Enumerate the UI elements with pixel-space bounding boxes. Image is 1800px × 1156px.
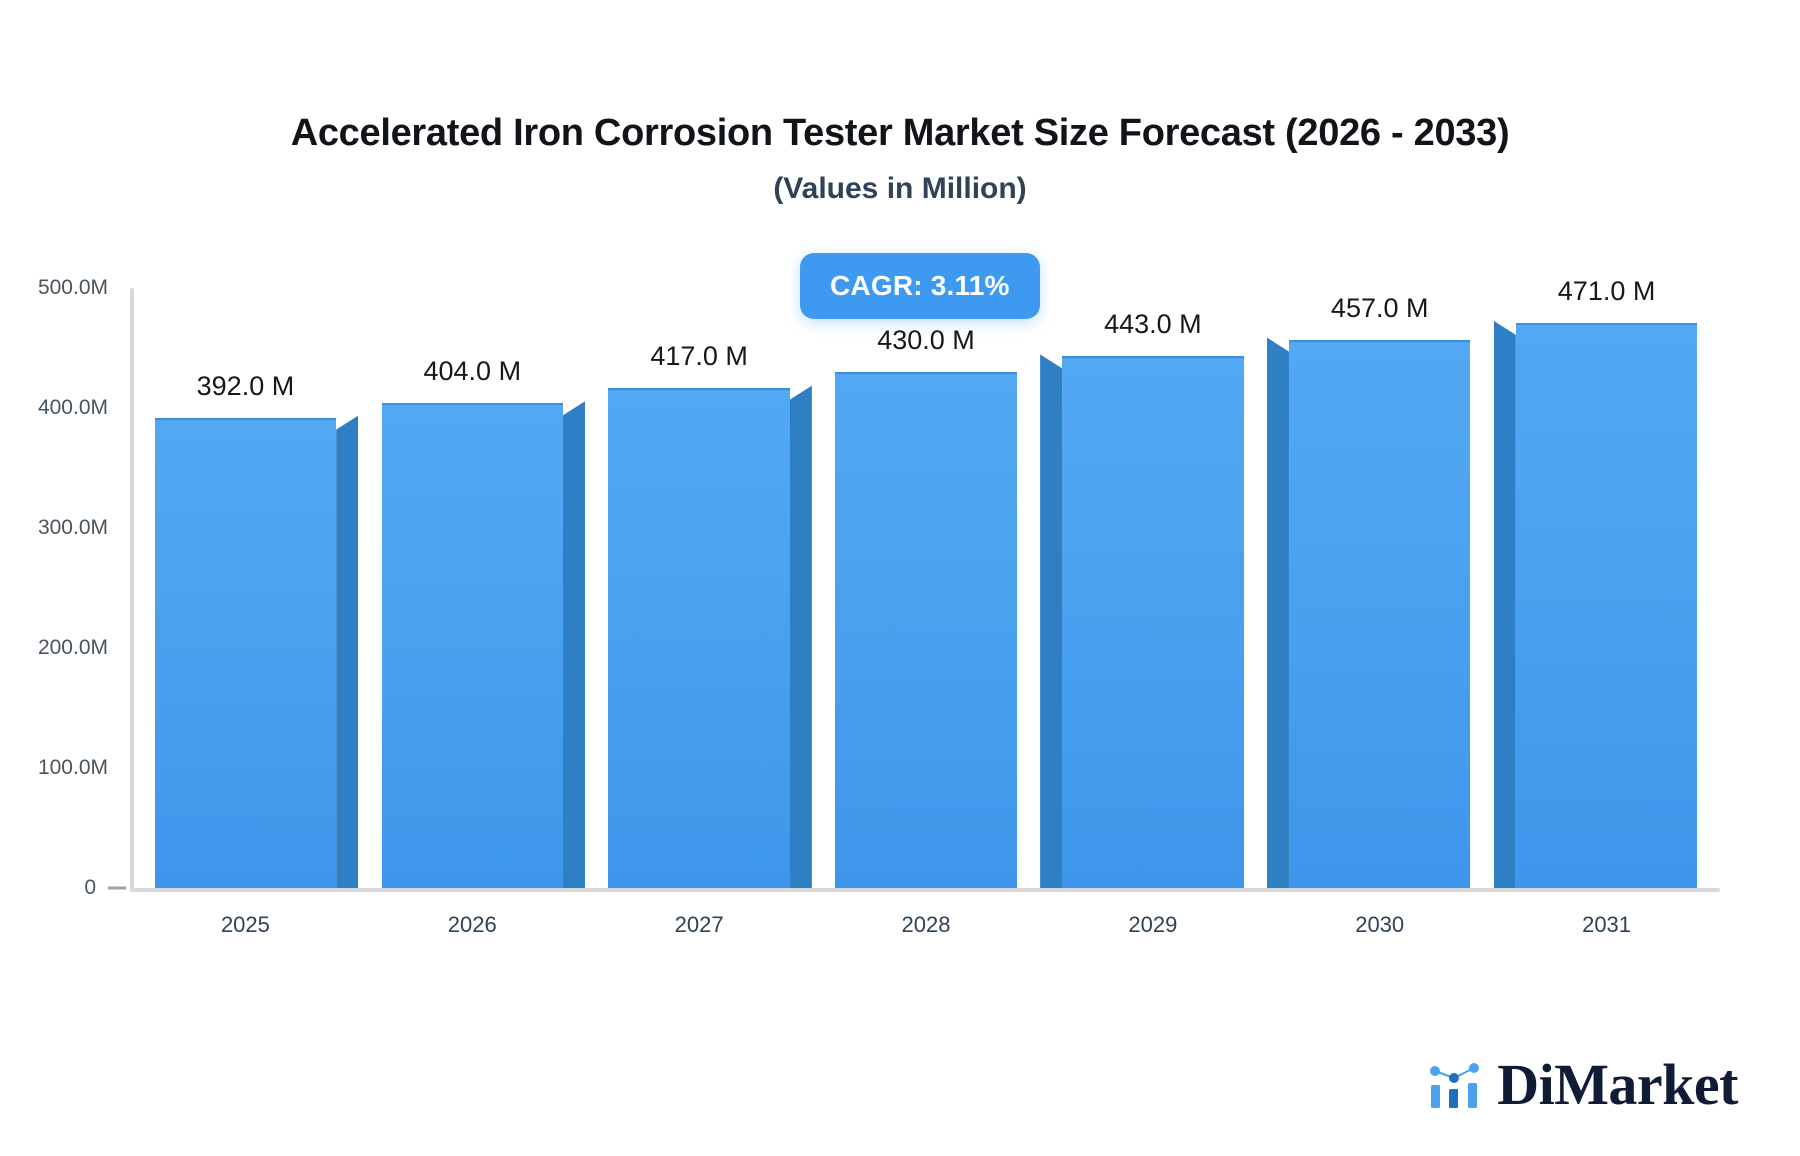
bar-value-label-2025: 392.0 M [196, 370, 295, 401]
plot-area: 392.0 M 404.0 M 417.0 M 430.0 M 443.0 M 457.0… [132, 276, 1720, 888]
bar-face-2028 [835, 372, 1017, 888]
bar-value-label-2031: 471.0 M [1557, 275, 1656, 306]
x-tick-label-2026: 2026 [447, 912, 497, 937]
bar-value-label-2027: 417.0 M [650, 340, 748, 371]
bar-2027[interactable] [608, 385, 812, 888]
bar-side-2030 [1266, 337, 1289, 888]
y-tick-label-300: 300.0M [37, 516, 108, 539]
bar-2030[interactable] [1266, 337, 1471, 888]
bar-side-2031 [1493, 320, 1516, 888]
bar-face-2026 [381, 403, 564, 888]
cagr-badge[interactable]: CAGR: 3.11% [800, 253, 1040, 319]
bar-value-label-2029: 443.0 M [1104, 309, 1202, 340]
bar-face-2030 [1288, 339, 1471, 888]
brand-name: DiMarket [1497, 1052, 1738, 1117]
x-tick-label-2025: 2025 [220, 912, 270, 937]
bar-value-label-2026: 404.0 M [423, 356, 522, 387]
bar-value-label-2028: 430.0 M [877, 325, 975, 355]
bar-face-2027 [608, 387, 790, 888]
x-axis-line [130, 888, 1720, 892]
y-tick-label-200: 200.0M [37, 636, 108, 659]
bar-value-label-2030: 457.0 M [1330, 292, 1429, 323]
bar-side-2029 [1040, 354, 1063, 888]
bar-side-2026 [563, 401, 586, 888]
bar-2028[interactable] [835, 372, 1017, 888]
y-tick-label-0: 0 [84, 876, 96, 899]
y-tick-label-500: 500.0M [37, 276, 108, 299]
chart-title: Accelerated Iron Corrosion Tester Market… [290, 112, 1510, 154]
bar-face-2025 [154, 417, 337, 888]
chart-subtitle: (Values in Million) [773, 172, 1027, 205]
bar-side-2025 [336, 415, 359, 888]
bar-2025[interactable] [154, 415, 359, 888]
x-tick-label-2029: 2029 [1128, 912, 1178, 937]
x-tick-label-2027: 2027 [674, 912, 724, 937]
x-tick-label-2028: 2028 [901, 912, 951, 937]
y-tick-label-400: 400.0M [37, 396, 108, 419]
bar-side-2027 [789, 385, 812, 888]
x-tick-label-2031: 2031 [1582, 912, 1632, 937]
dimarket-logo: DiMarket [1427, 1056, 1738, 1114]
y-axis-line [130, 288, 134, 890]
y-tick-label-100: 100.0M [37, 756, 108, 779]
bar-2026[interactable] [381, 401, 586, 888]
bar-chart-logo-icon [1427, 1059, 1483, 1111]
bar-2029[interactable] [1040, 354, 1244, 888]
y-tick-mark-zero [108, 886, 126, 890]
bar-face-2029 [1062, 356, 1244, 888]
bar-face-2031 [1515, 322, 1698, 888]
bar-2031[interactable] [1493, 320, 1698, 888]
x-tick-label-2030: 2030 [1355, 912, 1405, 937]
